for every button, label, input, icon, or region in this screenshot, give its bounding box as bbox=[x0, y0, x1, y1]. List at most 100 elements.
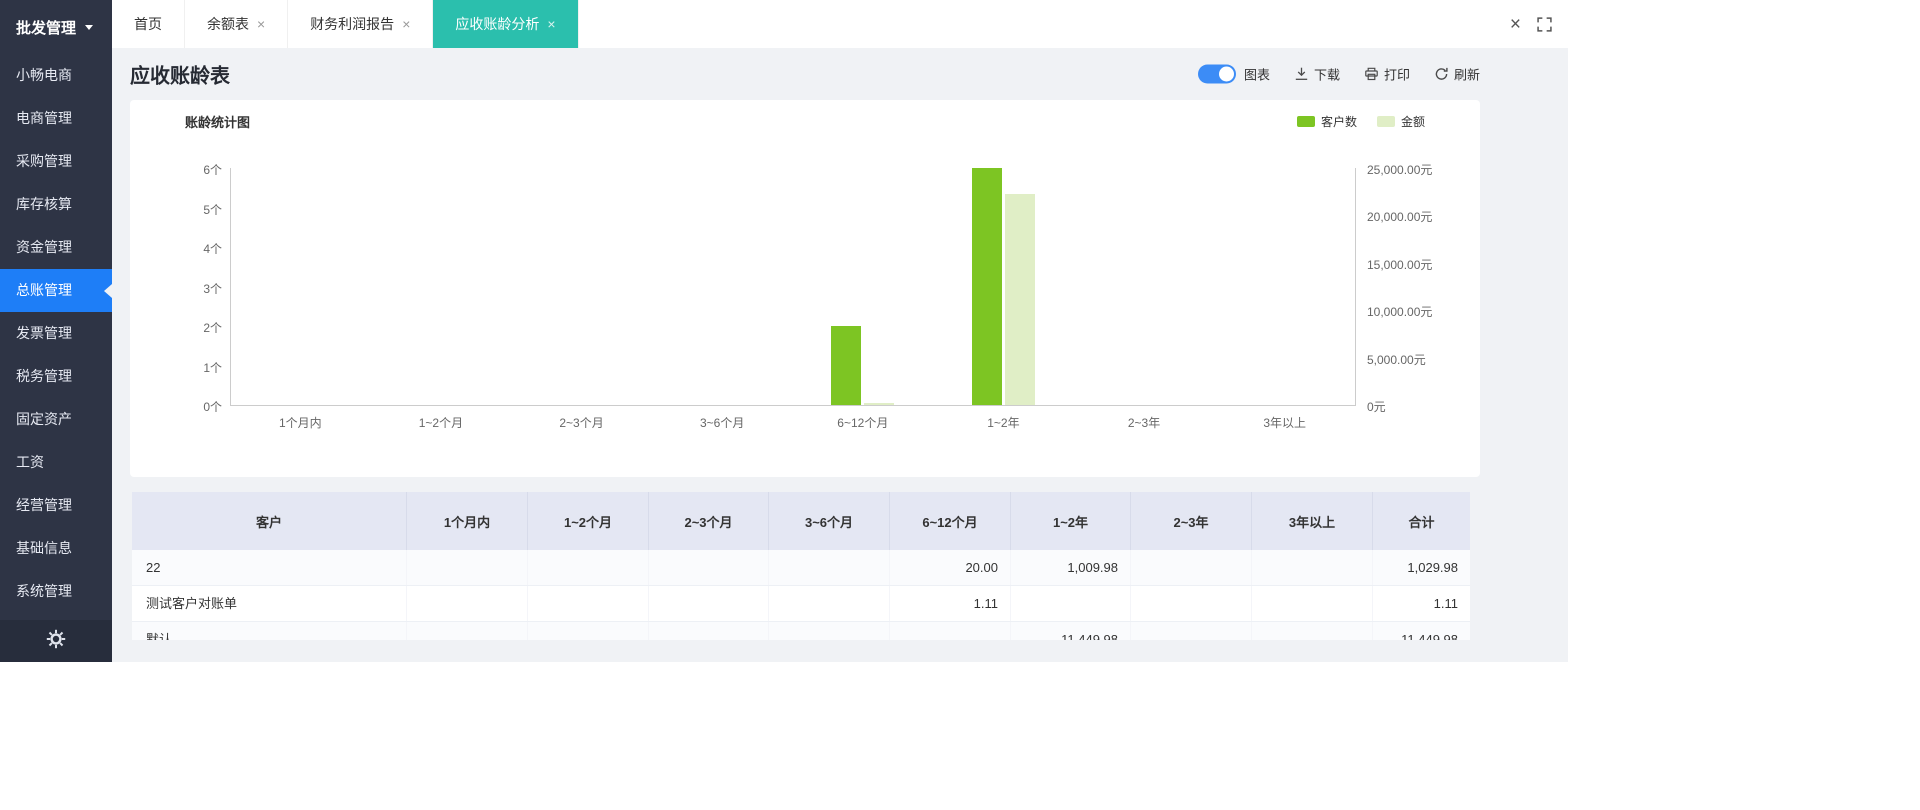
legend-item[interactable]: 金额 bbox=[1376, 113, 1425, 130]
table-row[interactable]: 默认 11,449.98 11,449.98 bbox=[132, 622, 1470, 640]
table-body: 22 20.00 1,009.98 1,029.98 测试客户对账单 1.11 1.11 默认… bbox=[132, 550, 1470, 640]
legend-swatch bbox=[1296, 116, 1315, 127]
table-cell: 1,029.98 bbox=[1407, 560, 1458, 575]
sidebar-item-13[interactable]: 系统管理 bbox=[0, 570, 112, 613]
tab-4[interactable]: 应收账龄分析 × bbox=[433, 0, 579, 48]
x-axis-category-label: 3年以上 bbox=[1263, 416, 1307, 430]
sidebar-module-switcher[interactable]: 批发管理 bbox=[0, 0, 112, 54]
y-axis-right-tick: 25,000.00元 bbox=[1367, 163, 1433, 177]
table-cell bbox=[1131, 622, 1252, 640]
tab-3[interactable]: 财务利润报告 × bbox=[288, 0, 434, 48]
chart-bar-金额-1~2年[interactable] bbox=[1004, 193, 1035, 405]
sidebar-item-8[interactable]: 税务管理 bbox=[0, 355, 112, 398]
table-header-cell[interactable]: 1个月内 bbox=[407, 492, 528, 550]
chart-toggle-group: 图表 bbox=[1197, 64, 1270, 84]
sidebar-item-9[interactable]: 固定资产 bbox=[0, 398, 112, 441]
sidebar-item-1[interactable]: 小畅电商 bbox=[0, 54, 112, 97]
y-axis-right-tick: 0元 bbox=[1367, 400, 1386, 414]
tab-close-icon[interactable]: × bbox=[402, 16, 411, 32]
table-header-cell[interactable]: 1~2年 bbox=[1011, 492, 1131, 550]
table-cell bbox=[649, 586, 769, 621]
app-window: 批发管理 小畅电商电商管理 采购管理 库存核算资金管理总账管理发票管理税务管理 固定资… bbox=[0, 0, 1568, 662]
table-cell bbox=[769, 550, 890, 585]
chart-toggle-label: 图表 bbox=[1243, 67, 1270, 83]
sidebar-item-7[interactable]: 发票管理 bbox=[0, 312, 112, 355]
sidebar-item-label: 发票管理 bbox=[16, 325, 72, 341]
table-row[interactable]: 测试客户对账单 1.11 1.11 bbox=[132, 586, 1470, 622]
table-cell bbox=[769, 586, 890, 621]
table-header-cell[interactable]: 客户 bbox=[132, 492, 407, 550]
refresh-button[interactable]: 刷新 bbox=[1434, 65, 1480, 84]
chart-toggle[interactable] bbox=[1197, 64, 1236, 84]
y-axis-left-tick: 0个 bbox=[203, 400, 222, 414]
y-axis-left-tick: 2个 bbox=[203, 321, 222, 335]
y-axis-right-tick: 15,000.00元 bbox=[1367, 257, 1433, 272]
chart-title: 账龄统计图 bbox=[185, 115, 251, 130]
table-cell: 22 bbox=[132, 550, 407, 585]
sidebar-item-label: 经营管理 bbox=[16, 497, 72, 513]
tab-close-icon[interactable]: × bbox=[547, 16, 556, 32]
chart-bar-客户数-6~12个月[interactable] bbox=[831, 326, 862, 405]
table-cell bbox=[1131, 586, 1252, 621]
close-icon[interactable]: × bbox=[1509, 13, 1521, 35]
sidebar-item-4[interactable]: 库存核算 bbox=[0, 183, 112, 226]
fullscreen-icon[interactable] bbox=[1537, 16, 1552, 32]
y-axis-right-tick: 20,000.00元 bbox=[1367, 210, 1433, 225]
tab-1[interactable]: 首页 bbox=[112, 0, 185, 48]
table-header-cell[interactable]: 2~3年 bbox=[1131, 492, 1252, 550]
table-cell: 1,009.98 bbox=[1011, 550, 1131, 585]
sidebar-item-10[interactable]: 工资 bbox=[0, 441, 112, 484]
table-cell bbox=[407, 550, 528, 585]
sidebar-item-label: 资金管理 bbox=[16, 239, 72, 255]
table-cell bbox=[649, 622, 769, 640]
download-button[interactable]: 下载 bbox=[1294, 65, 1340, 84]
chart-bar-金额-6~12个月[interactable] bbox=[864, 403, 895, 405]
open-tabs: 首页 余额表 × 财务利润报告 × 应收账龄分析 × bbox=[112, 0, 579, 48]
sidebar-item-label: 小畅电商 bbox=[16, 67, 72, 83]
table-row[interactable]: 22 20.00 1,009.98 1,029.98 bbox=[132, 550, 1470, 586]
table-header-cell[interactable]: 合计 bbox=[1408, 514, 1435, 530]
table-cell bbox=[1011, 586, 1131, 621]
legend-label: 客户数 bbox=[1320, 115, 1357, 129]
table-header-cell[interactable]: 3~6个月 bbox=[769, 492, 890, 550]
table-header-cell[interactable]: 1~2个月 bbox=[528, 492, 649, 550]
y-axis-left-tick: 5个 bbox=[203, 202, 222, 217]
sidebar-item-label: 基础信息 bbox=[16, 540, 72, 556]
print-label: 打印 bbox=[1383, 67, 1410, 83]
sidebar-item-3[interactable]: 采购管理 bbox=[0, 140, 112, 183]
table-cell bbox=[1131, 550, 1252, 585]
print-button[interactable]: 打印 bbox=[1364, 65, 1410, 84]
axis-line bbox=[230, 168, 231, 405]
tab-2[interactable]: 余额表 × bbox=[185, 0, 289, 48]
table-header-cell[interactable]: 2~3个月 bbox=[649, 492, 769, 550]
legend-item[interactable]: 客户数 bbox=[1296, 113, 1357, 130]
chevron-down-icon bbox=[85, 24, 94, 30]
chart-legend: 客户数 金额 bbox=[1296, 113, 1425, 130]
download-icon bbox=[1294, 67, 1309, 82]
sidebar-item-5[interactable]: 资金管理 bbox=[0, 226, 112, 269]
table-cell bbox=[890, 622, 1011, 640]
print-icon bbox=[1364, 67, 1379, 82]
table-cell: 1.11 bbox=[1433, 596, 1458, 611]
table-header-row: 客户 1个月内 1~2个月 2~3个月 3~6个月 6~12个月 1~2年 2~3年 3年以上 合… bbox=[132, 492, 1470, 550]
main-content: 应收账龄表 图表 下载 bbox=[112, 48, 1568, 662]
sidebar-item-12[interactable]: 基础信息 bbox=[0, 527, 112, 570]
tab-close-icon[interactable]: × bbox=[257, 16, 266, 32]
table-cell: 11,449.98 bbox=[1401, 632, 1458, 640]
sidebar-item-6[interactable]: 总账管理 bbox=[0, 269, 112, 312]
active-item-arrow bbox=[104, 283, 112, 298]
table-cell bbox=[1252, 550, 1373, 585]
x-axis-category-label: 1~2个月 bbox=[418, 416, 464, 430]
sidebar-item-2[interactable]: 电商管理 bbox=[0, 97, 112, 140]
table-header-cell[interactable]: 3年以上 bbox=[1252, 492, 1373, 550]
chart-bar-客户数-1~2年[interactable] bbox=[971, 168, 1002, 405]
x-axis-category-label: 1个月内 bbox=[278, 416, 322, 430]
toggle-knob bbox=[1218, 66, 1234, 82]
table-cell bbox=[528, 550, 649, 585]
table-cell: 20.00 bbox=[890, 550, 1011, 585]
y-axis-left-tick: 3个 bbox=[203, 281, 222, 296]
sidebar-item-11[interactable]: 经营管理 bbox=[0, 484, 112, 527]
sidebar-item-label: 系统管理 bbox=[16, 583, 72, 599]
table-header-cell[interactable]: 6~12个月 bbox=[890, 492, 1011, 550]
sidebar-settings-button[interactable] bbox=[0, 620, 112, 662]
